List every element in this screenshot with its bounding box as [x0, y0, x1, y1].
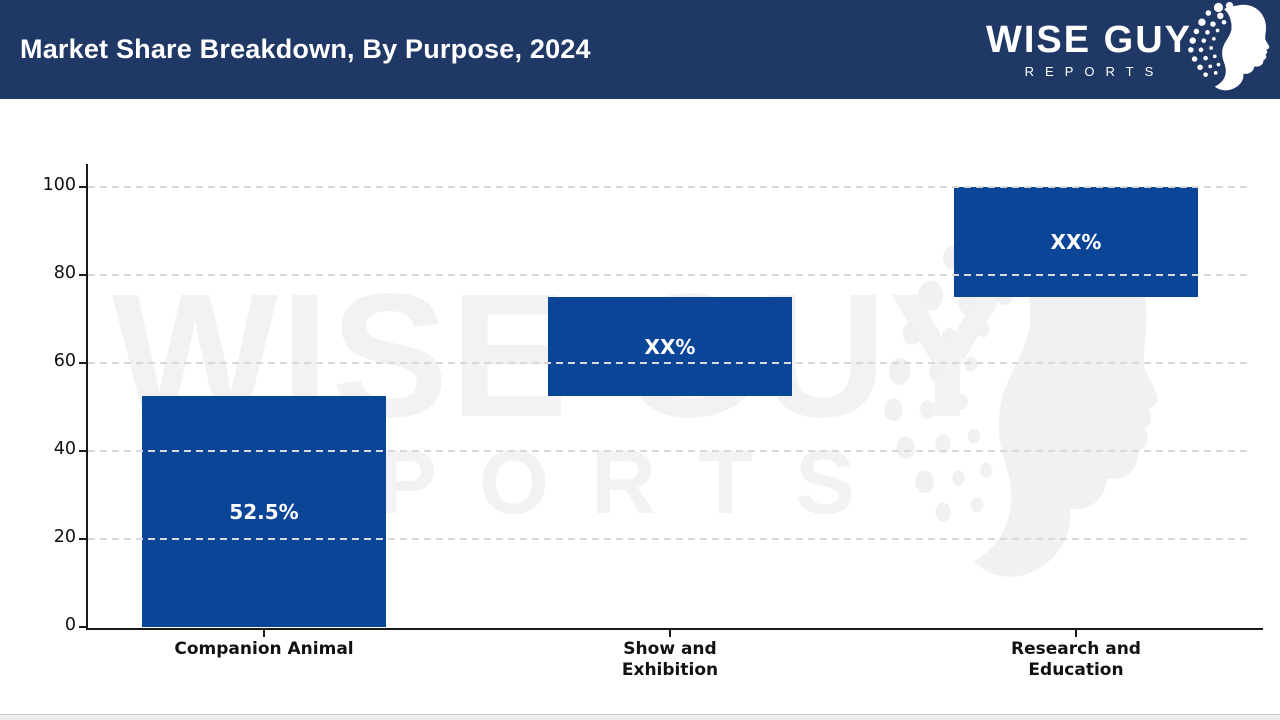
y-tick-mark: [79, 362, 87, 364]
y-tick-label: 60: [53, 351, 76, 371]
bar-segment: XX%: [954, 187, 1198, 297]
x-category-label: Research and Education: [1011, 639, 1141, 680]
y-tick-mark: [79, 538, 87, 540]
y-axis-line: [86, 164, 88, 630]
y-tick-label: 40: [53, 439, 76, 459]
bar-segment: 52.5%: [142, 396, 386, 627]
gridline: [88, 538, 1252, 540]
y-tick-mark: [79, 274, 87, 276]
gridline: [88, 362, 1252, 364]
footer-divider: [0, 714, 1280, 715]
x-tick-mark: [1075, 629, 1077, 637]
gridline: [88, 450, 1252, 452]
y-tick-mark: [79, 626, 87, 628]
y-tick-mark: [79, 450, 87, 452]
bar-segment: XX%: [548, 297, 792, 396]
y-tick-mark: [79, 186, 87, 188]
bar-value-label: XX%: [1050, 230, 1102, 254]
brand-name: WISE GUY: [985, 18, 1192, 61]
gridline: [88, 274, 1252, 276]
x-category-label: Companion Animal: [174, 639, 354, 659]
x-tick-mark: [669, 629, 671, 637]
brand-logo-text: WISE GUY REPORTS: [986, 21, 1192, 79]
chart-area: 52.5% XX% XX% 0 20 40 60 80 100 Companion Animal S…: [0, 99, 1280, 714]
y-tick-label: 80: [53, 263, 76, 283]
y-tick-label: 0: [64, 615, 76, 635]
brand-logo: WISE GUY REPORTS: [986, 1, 1270, 98]
gridline: [88, 186, 1252, 188]
page-title: Market Share Breakdown, By Purpose, 2024: [20, 34, 591, 64]
x-category-label: Show and Exhibition: [621, 639, 719, 680]
y-tick-label: 20: [53, 527, 76, 547]
y-tick-label: 100: [42, 175, 76, 195]
header-bar: Market Share Breakdown, By Purpose, 2024…: [0, 0, 1280, 99]
x-tick-mark: [263, 629, 265, 637]
dotted-face-icon: [1178, 1, 1270, 98]
brand-subtitle: REPORTS: [1024, 63, 1165, 79]
bar-value-label: XX%: [644, 334, 696, 359]
bar-value-label: 52.5%: [229, 499, 299, 524]
footer-strip: [0, 715, 1280, 720]
x-axis-line: [86, 628, 1263, 630]
